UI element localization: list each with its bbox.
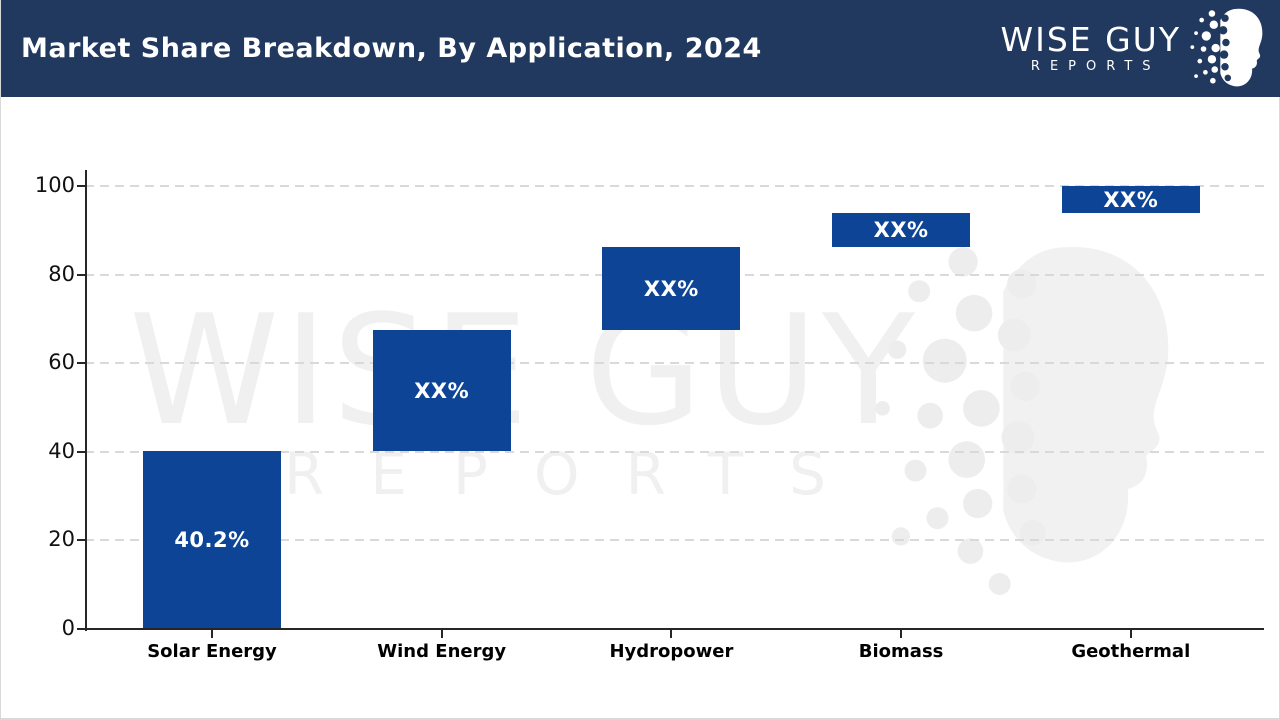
y-axis-tick: [77, 450, 85, 453]
bar-geothermal: XX%: [1061, 186, 1200, 214]
x-axis-line: [85, 628, 1264, 630]
y-axis-line: [85, 170, 87, 631]
brand-wordmark: WISE GUY REPORTS: [1000, 23, 1181, 74]
gridline: [85, 450, 1264, 453]
x-axis-category-label: Solar Energy: [147, 641, 277, 662]
watermark-head-icon: [875, 247, 1169, 596]
x-axis-category-label: Geothermal: [1071, 641, 1191, 662]
x-axis-tick: [440, 630, 443, 638]
y-axis-tick: [77, 362, 85, 365]
brand-head-icon: [1190, 8, 1263, 86]
bar-wind-energy: XX%: [372, 330, 511, 451]
brand-name: WISE GUY: [1000, 20, 1181, 60]
x-axis-tick: [900, 630, 903, 638]
gridline: [85, 539, 1264, 542]
y-axis-tick-label: 60: [48, 350, 75, 375]
bar-value-label: XX%: [414, 378, 470, 403]
bar-value-label: 40.2%: [174, 527, 250, 552]
bar-hydropower: XX%: [602, 247, 741, 331]
gridline: [85, 185, 1264, 187]
bar-value-label: XX%: [1103, 187, 1159, 212]
bar-value-label: XX%: [873, 218, 929, 243]
x-axis-category-label: Hydropower: [609, 641, 734, 662]
bar-biomass: XX%: [832, 213, 971, 248]
y-axis-tick: [77, 628, 85, 630]
brand-subname: REPORTS: [1030, 58, 1161, 74]
y-axis-tick-label: 20: [48, 527, 75, 552]
x-axis-category-label: Wind Energy: [377, 641, 507, 662]
y-axis-tick-label: 0: [61, 616, 75, 640]
y-axis-tick-label: 80: [48, 261, 75, 286]
y-axis-tick-label: 100: [34, 173, 75, 197]
x-axis-tick: [211, 630, 213, 638]
gridline: [85, 362, 1264, 365]
bar-solar-energy: 40.2%: [143, 450, 281, 629]
x-axis-tick: [670, 630, 673, 638]
header-bar: Market Share Breakdown, By Application, …: [1, 0, 1280, 97]
y-axis-tick: [77, 539, 85, 542]
y-axis-tick-label: 40: [48, 438, 75, 463]
watermark-wordmark: WISE GUY: [129, 282, 919, 459]
bar-value-label: XX%: [643, 276, 699, 301]
x-axis-tick: [1129, 630, 1132, 638]
brand-logo: WISE GUY REPORTS: [1000, 5, 1280, 93]
y-axis-tick: [77, 185, 85, 187]
y-axis-tick: [77, 273, 85, 276]
page-title: Market Share Breakdown, By Application, …: [21, 33, 762, 64]
x-axis-category-label: Biomass: [858, 641, 944, 662]
